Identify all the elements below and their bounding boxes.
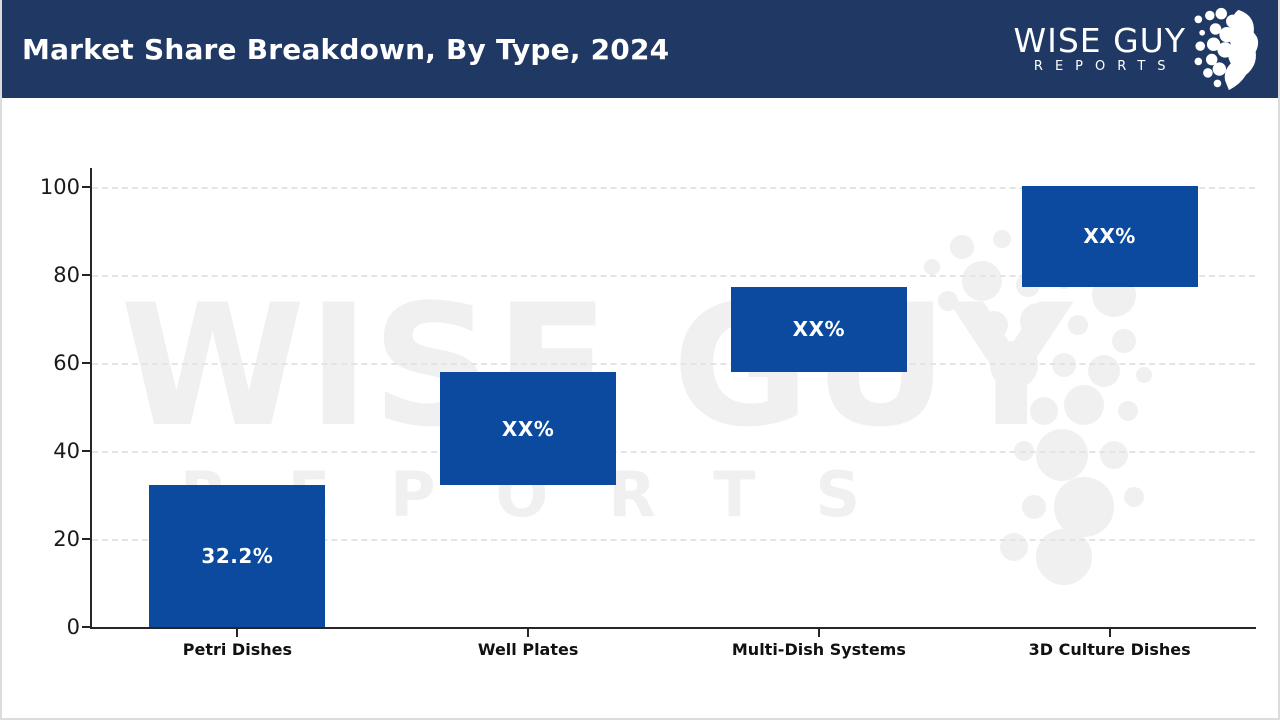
y-tick-mark-0	[82, 626, 91, 628]
header-bar: Market Share Breakdown, By Type, 2024 WI…	[2, 0, 1278, 98]
x-tick-label-0: Petri Dishes	[182, 640, 292, 659]
x-tick-mark-0	[236, 629, 239, 637]
y-tick-label-40: 40	[53, 439, 80, 463]
x-tick-label-2: Multi-Dish Systems	[731, 640, 906, 659]
bar-well-plates: XX%	[440, 371, 617, 486]
bar-value-label: 32.2%	[201, 544, 274, 569]
gridline-y-20	[92, 539, 1255, 541]
brand-logo-name: WISE GUY	[1013, 20, 1186, 60]
brand-logo-subtitle: REPORTS	[1033, 59, 1178, 75]
y-tick-label-80: 80	[53, 263, 80, 287]
chart-title: Market Share Breakdown, By Type, 2024	[22, 32, 670, 66]
bar-value-label: XX%	[1083, 224, 1136, 249]
x-axis-spine	[90, 627, 1256, 629]
brand-logo-text: WISE GUY REPORTS	[1013, 20, 1186, 75]
gridline-y-80	[92, 275, 1255, 277]
y-tick-mark-60	[82, 362, 91, 364]
y-tick-mark-40	[82, 450, 91, 452]
gridline-y-60	[92, 363, 1255, 365]
x-tick-label-3: 3D Culture Dishes	[1028, 640, 1191, 659]
brand-logo-head-icon	[1194, 7, 1259, 91]
x-tick-mark-2	[817, 629, 820, 637]
y-axis-spine	[90, 168, 92, 628]
gridline-y-40	[92, 451, 1255, 453]
y-tick-label-20: 20	[53, 527, 80, 551]
bar-petri-dishes: 32.2%	[149, 485, 326, 627]
bar-value-label: XX%	[792, 317, 846, 342]
y-tick-mark-100	[82, 186, 91, 188]
y-tick-label-60: 60	[53, 351, 80, 375]
x-tick-mark-1	[527, 629, 530, 637]
y-tick-mark-80	[82, 274, 91, 276]
bar-multi-dish-systems: XX%	[730, 286, 907, 372]
gridline-y-100	[92, 187, 1255, 189]
x-tick-label-1: Well Plates	[477, 640, 579, 659]
y-tick-label-0: 0	[66, 615, 80, 639]
y-tick-mark-20	[82, 538, 91, 540]
brand-logo: WISE GUY REPORTS	[1013, 6, 1266, 92]
y-tick-label-100: 100	[39, 175, 80, 199]
bar-value-label: XX%	[501, 416, 555, 441]
x-tick-mark-3	[1108, 629, 1111, 637]
bar-3d-culture-dishes: XX%	[1021, 186, 1198, 287]
